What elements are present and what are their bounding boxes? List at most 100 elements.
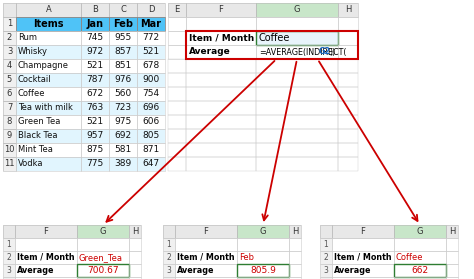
Bar <box>129 251 141 264</box>
Text: =AVERAGE(INDIRECT(: =AVERAGE(INDIRECT( <box>259 47 346 57</box>
Bar <box>289 264 301 277</box>
Bar <box>3 45 16 59</box>
Bar <box>338 129 358 143</box>
Bar <box>16 101 81 115</box>
Bar <box>186 73 256 87</box>
Text: 2: 2 <box>167 253 172 262</box>
Bar <box>163 225 175 238</box>
Text: Coffee: Coffee <box>18 90 46 98</box>
Bar <box>175 225 237 238</box>
Bar <box>109 115 137 129</box>
Bar <box>81 101 109 115</box>
Bar <box>16 157 81 171</box>
Bar <box>137 115 165 129</box>
Text: Item / Month: Item / Month <box>177 253 235 262</box>
Bar <box>256 59 338 73</box>
Bar <box>16 17 81 31</box>
Bar <box>186 87 256 101</box>
Bar <box>16 143 81 157</box>
Text: 1: 1 <box>7 240 11 249</box>
Bar <box>81 3 109 17</box>
Bar <box>163 251 175 264</box>
Bar <box>81 143 109 157</box>
Bar <box>81 59 109 73</box>
Bar <box>3 264 15 277</box>
Bar <box>16 115 81 129</box>
Bar <box>3 31 16 45</box>
Bar <box>338 115 358 129</box>
Bar <box>16 87 81 101</box>
Bar <box>186 73 256 87</box>
Bar <box>256 129 338 143</box>
Bar <box>256 73 338 87</box>
Text: 606: 606 <box>142 117 160 126</box>
Bar <box>3 31 16 45</box>
Text: 723: 723 <box>114 104 132 112</box>
Text: 647: 647 <box>143 160 160 169</box>
Bar <box>168 17 186 31</box>
Bar <box>137 143 165 157</box>
Bar <box>109 59 137 73</box>
Bar <box>137 87 165 101</box>
Bar <box>237 277 289 279</box>
Bar <box>16 143 81 157</box>
Bar <box>256 73 338 87</box>
Bar <box>175 251 237 264</box>
Text: H: H <box>345 6 351 15</box>
Text: 3: 3 <box>7 47 12 57</box>
Bar <box>3 101 16 115</box>
Bar <box>256 87 338 101</box>
Bar <box>3 59 16 73</box>
Bar <box>446 264 458 277</box>
Bar <box>129 264 141 277</box>
Text: 2: 2 <box>7 33 12 42</box>
Bar <box>137 143 165 157</box>
Bar <box>394 277 446 279</box>
Bar <box>256 157 338 171</box>
Text: 857: 857 <box>114 47 132 57</box>
Bar <box>237 264 289 277</box>
Bar <box>81 129 109 143</box>
Bar <box>186 129 256 143</box>
Bar <box>15 225 77 238</box>
Bar <box>168 59 186 73</box>
Bar <box>77 225 129 238</box>
Bar <box>77 225 129 238</box>
Text: Feb: Feb <box>113 19 133 29</box>
Bar <box>338 157 358 171</box>
Bar <box>137 17 165 31</box>
Bar <box>81 31 109 45</box>
Bar <box>3 59 16 73</box>
Bar <box>289 238 301 251</box>
Bar <box>16 31 81 45</box>
Text: F: F <box>44 227 48 236</box>
Bar <box>256 129 338 143</box>
Bar <box>446 264 458 277</box>
Bar <box>137 129 165 143</box>
Bar <box>338 115 358 129</box>
Text: Mint Tea: Mint Tea <box>18 146 53 155</box>
Text: 662: 662 <box>411 266 428 275</box>
Bar <box>15 238 77 251</box>
Bar <box>320 251 332 264</box>
Bar <box>175 225 237 238</box>
Bar <box>338 3 358 17</box>
Text: H: H <box>132 227 138 236</box>
Bar <box>320 251 332 264</box>
Bar <box>332 225 394 238</box>
Text: G2: G2 <box>319 47 331 57</box>
Text: Feb: Feb <box>239 253 254 262</box>
Bar <box>338 17 358 31</box>
Bar <box>168 59 186 73</box>
Bar <box>129 277 141 279</box>
Bar <box>3 17 16 31</box>
Bar <box>3 143 16 157</box>
Bar <box>16 129 81 143</box>
Bar <box>175 238 237 251</box>
Bar <box>16 129 81 143</box>
Text: 5: 5 <box>7 76 12 85</box>
Bar <box>320 264 332 277</box>
Bar <box>175 238 237 251</box>
Bar <box>332 264 394 277</box>
Text: F: F <box>361 227 365 236</box>
